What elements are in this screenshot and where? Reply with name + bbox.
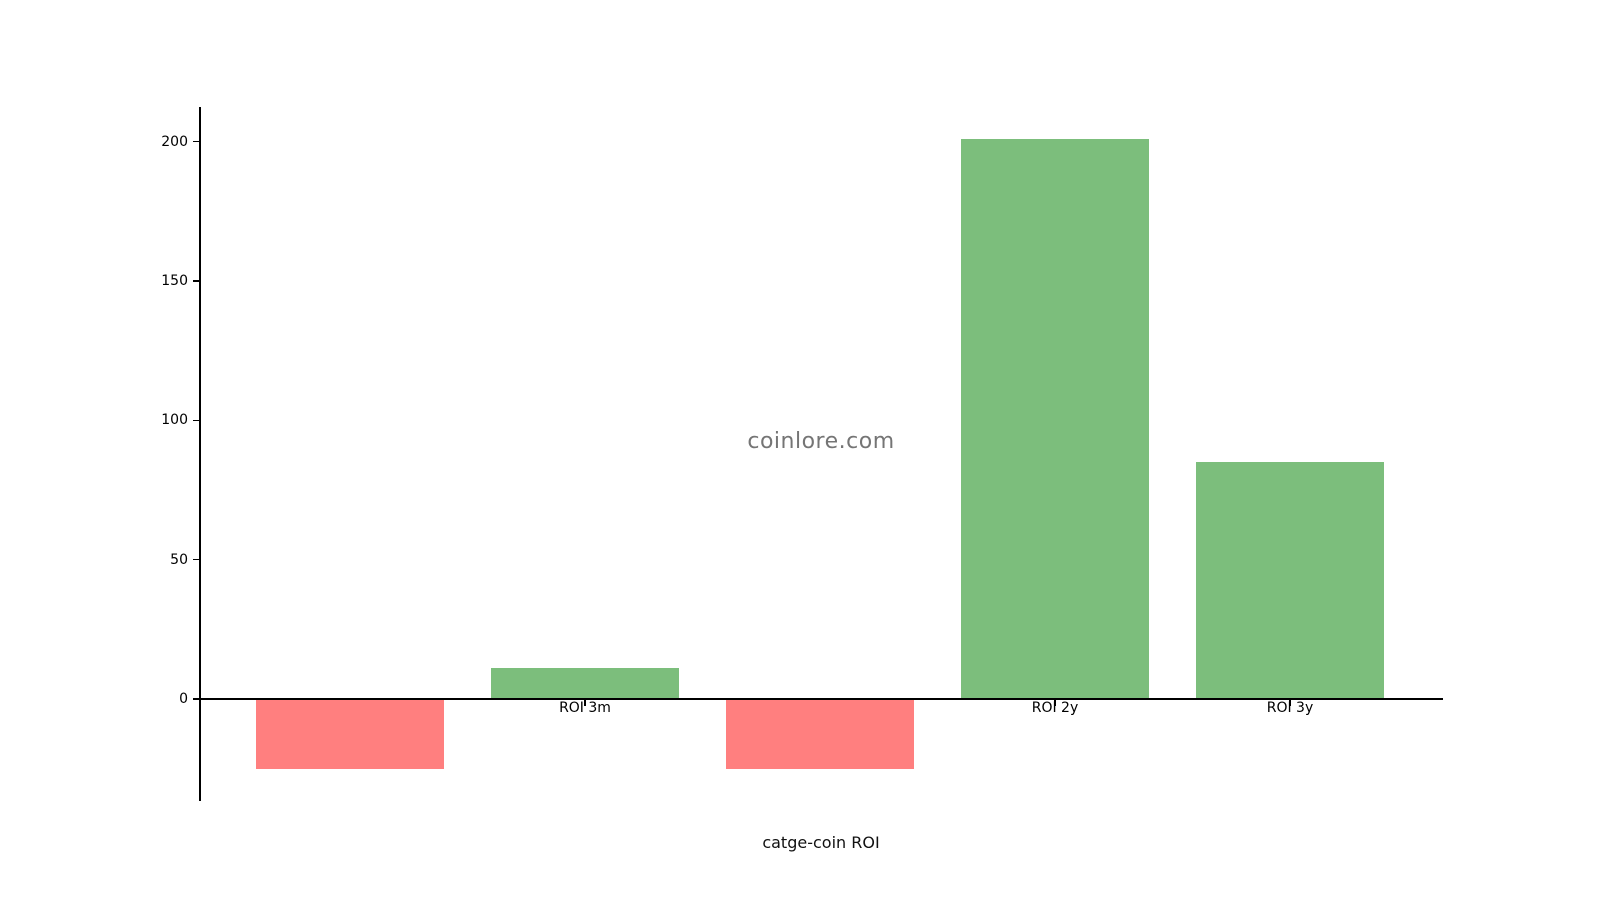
y-tick [193,559,200,561]
chart-title: catge-coin ROI [762,833,880,852]
y-tick [193,419,200,421]
x-axis-line [200,698,1443,700]
x-tick [1054,699,1056,706]
bar [1196,462,1384,699]
y-tick-label: 0 [179,691,188,707]
x-tick [584,699,586,706]
y-tick-label: 200 [161,133,188,150]
y-tick [193,280,200,282]
bar [256,699,444,769]
y-tick [193,698,200,700]
y-tick-label: 150 [161,273,188,290]
x-tick [1289,699,1291,706]
y-axis-line [199,107,201,801]
y-tick [193,141,200,143]
x-tick-label: ROI 3y [1266,700,1314,716]
bar [961,138,1149,699]
watermark: coinlore.com [747,429,895,454]
bar [726,699,914,769]
x-tick-label: ROI 3m [559,700,611,716]
bar [491,668,679,699]
y-tick-label: 50 [170,551,188,568]
y-tick-label: 100 [161,412,188,429]
x-tick-label: ROI 2y [1031,700,1079,716]
